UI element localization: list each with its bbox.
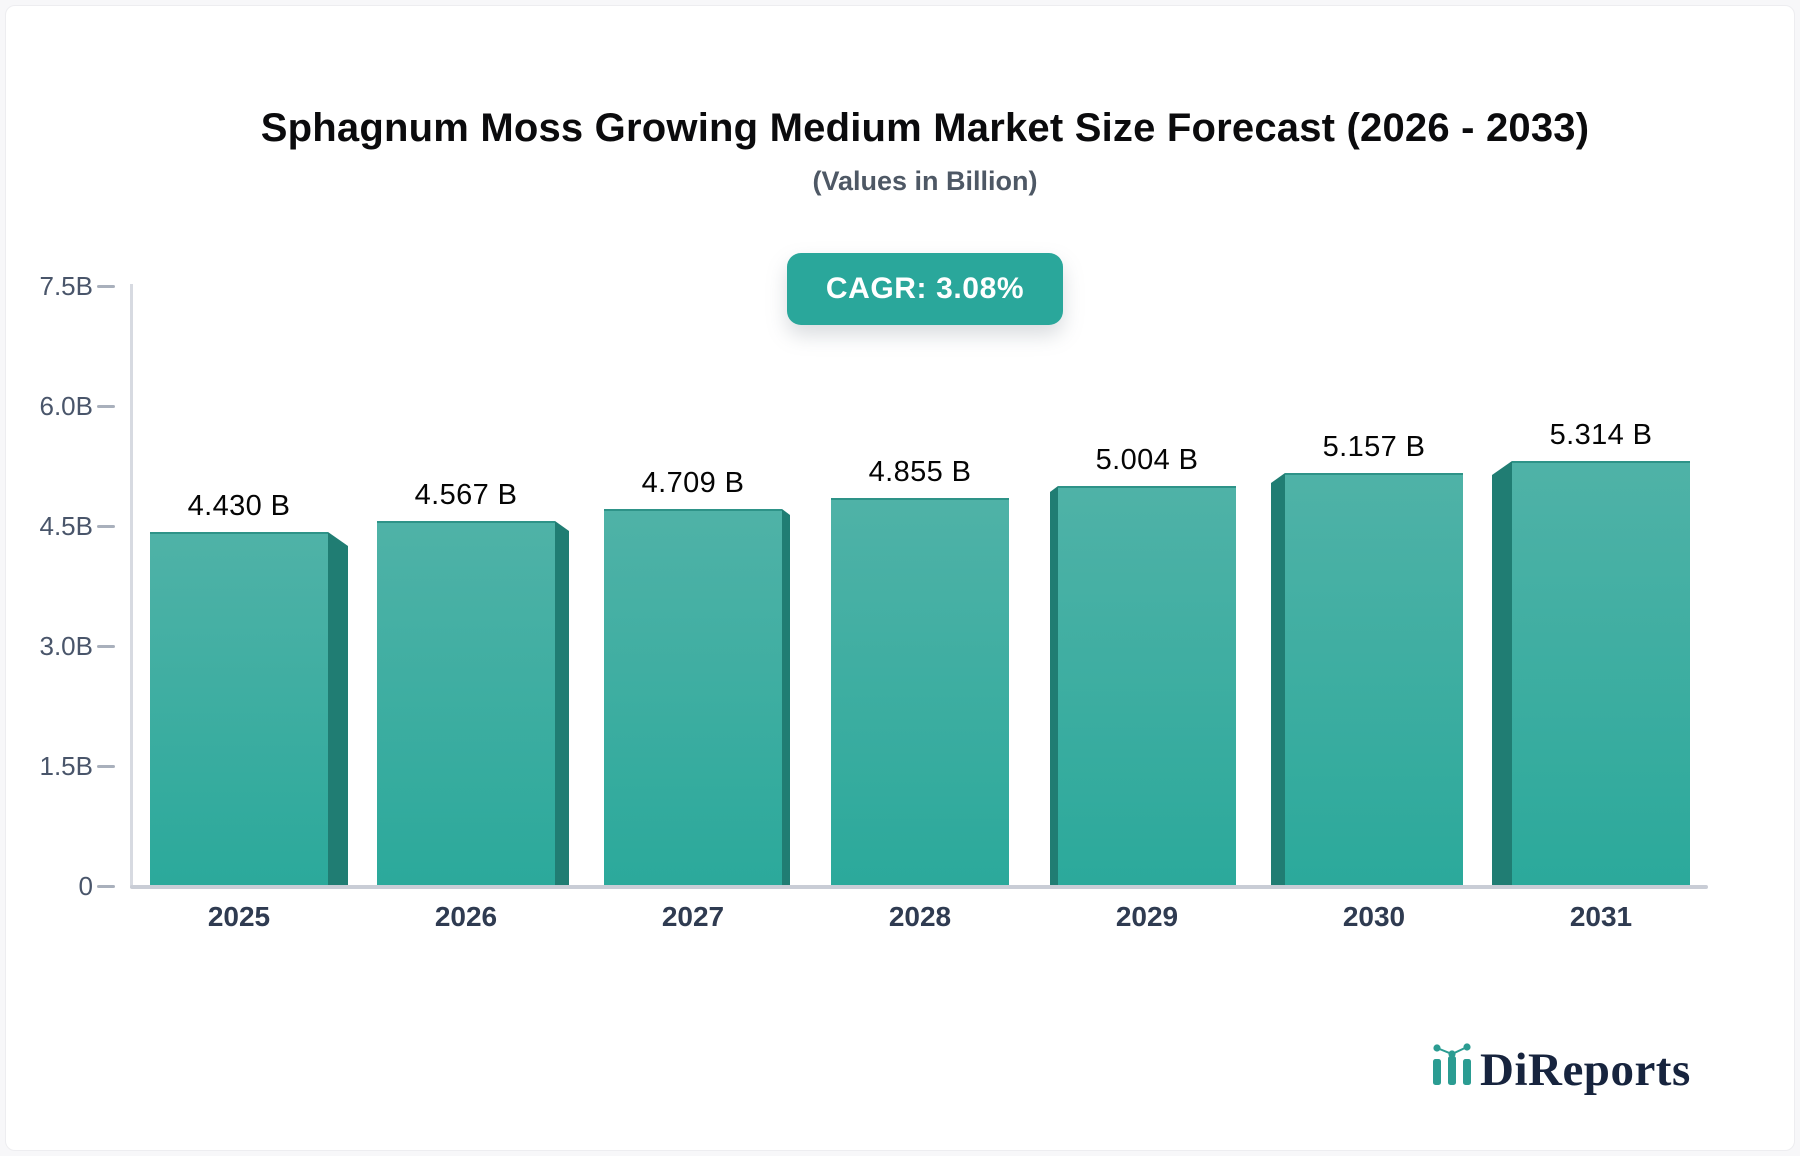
cagr-badge-label: CAGR: 3.08% [825, 272, 1025, 305]
bar-value-label: 5.004 B [1095, 444, 1199, 476]
bar-value-label: 5.314 B [1549, 419, 1653, 451]
y-axis-tick-label: 1.5B [39, 751, 94, 781]
brand-wordmark: DiReports [1480, 1044, 1691, 1097]
chart-title: Sphagnum Moss Growing Medium Market Size… [260, 106, 1590, 150]
y-axis-tick-label: 7.5B [39, 271, 94, 301]
bar-value-label: 4.855 B [868, 456, 972, 488]
bar-value-label: 4.567 B [414, 479, 518, 511]
bar-3d-side-2029 [1050, 486, 1058, 887]
bar-2030 [1285, 473, 1463, 887]
bar-3d-side-2026 [555, 521, 569, 887]
bar-2026 [377, 521, 555, 887]
bar-2025 [150, 532, 328, 887]
bar-2027 [604, 509, 782, 887]
bar-value-label: 4.430 B [187, 490, 291, 522]
y-axis-tick-label: 0 [78, 871, 93, 901]
bar-3d-side-2031 [1492, 461, 1512, 887]
x-axis-label: 2027 [661, 901, 725, 932]
x-axis-label: 2030 [1342, 901, 1406, 932]
y-axis-tick-label: 3.0B [39, 631, 94, 661]
bar-value-label: 4.709 B [641, 467, 745, 499]
x-axis-label: 2026 [434, 901, 498, 932]
y-axis-line [130, 284, 133, 888]
bar-value-label: 5.157 B [1322, 431, 1426, 463]
chart-subtitle: (Values in Billion) [812, 166, 1038, 196]
bar-2028 [831, 498, 1009, 887]
bar-3d-side-2025 [328, 532, 348, 887]
x-axis-label: 2025 [207, 901, 271, 932]
bar-2029 [1058, 486, 1236, 887]
y-axis-tick-mark [97, 645, 115, 648]
brand-logo: DiReports [1430, 1042, 1691, 1097]
y-axis-tick-mark [97, 885, 115, 888]
y-axis-tick-mark [97, 285, 115, 288]
x-axis-baseline [130, 885, 1708, 889]
brand-chart-icon [1433, 1043, 1471, 1085]
x-axis-label: 2031 [1569, 901, 1633, 932]
bar-2031 [1512, 461, 1690, 887]
cagr-badge: CAGR: 3.08% [787, 253, 1063, 325]
y-axis-tick-mark [97, 765, 115, 768]
y-axis-tick-label: 4.5B [39, 511, 94, 541]
y-axis-tick-label: 6.0B [39, 391, 94, 421]
x-axis-label: 2028 [888, 901, 952, 932]
bar-3d-side-2027 [782, 509, 790, 887]
bar-3d-side-2030 [1271, 473, 1285, 887]
y-axis-tick-mark [97, 405, 115, 408]
y-axis-tick-mark [97, 525, 115, 528]
x-axis-label: 2029 [1115, 901, 1179, 932]
